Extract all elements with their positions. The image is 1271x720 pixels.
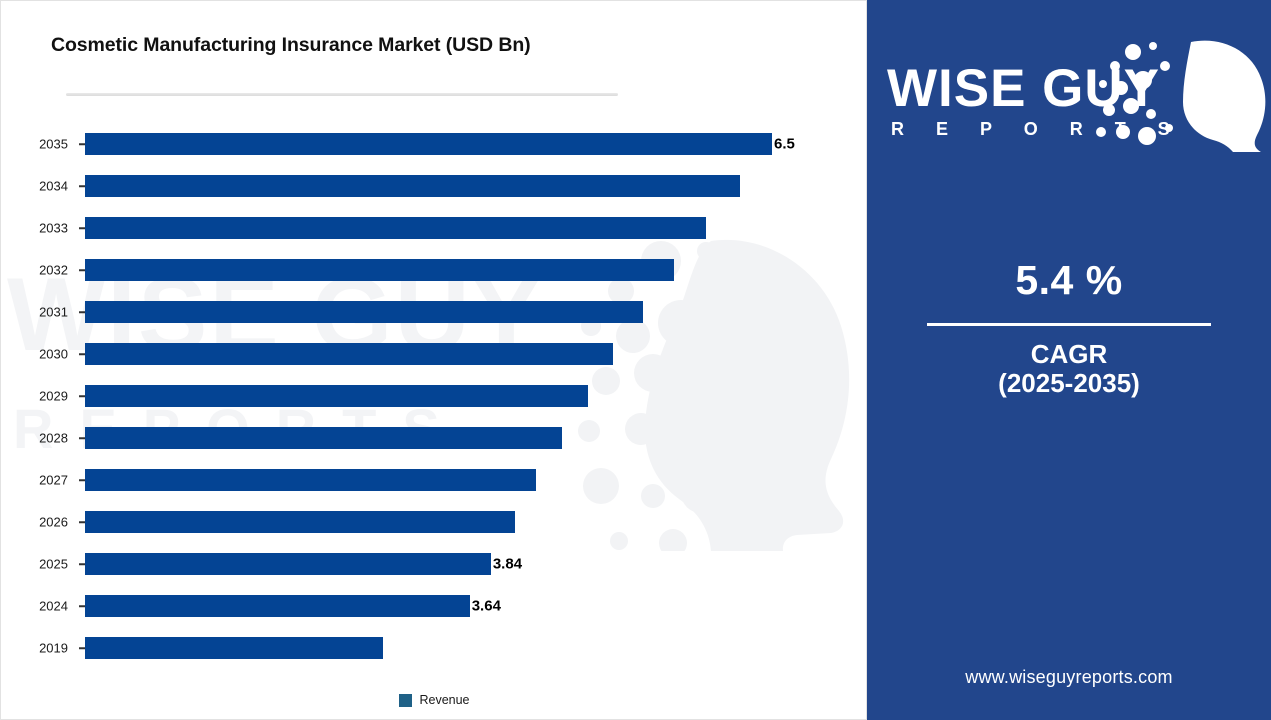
y-axis-tick-mark [79,353,85,355]
logo-wordmark: WISE GUY [887,59,1161,118]
bar-2027[interactable] [85,469,537,491]
y-axis-tick-mark [79,563,85,565]
bar-2028[interactable] [85,427,562,449]
y-axis-tick-mark [79,395,85,397]
y-axis-tick-label: 2024 [39,598,68,614]
y-axis-tick-label: 2027 [39,472,68,488]
y-axis-tick-label: 2029 [39,388,68,404]
bar-2030[interactable] [85,343,614,365]
bar-2033[interactable] [85,217,707,239]
cagr-divider [927,323,1211,327]
bar-row: 2032 [1,249,866,291]
bar-value-label: 6.5 [774,135,795,153]
brand-logo: WISE GUY R E P O R T S [867,36,1271,152]
y-axis-tick-mark [79,185,85,187]
chart-legend: Revenue [1,693,866,707]
bar-row: 2026 [1,501,866,543]
y-axis-tick-mark [79,605,85,607]
bar-row: 2031 [1,291,866,333]
legend-swatch-revenue [399,693,413,707]
y-axis-tick-mark [79,437,85,439]
bar-2034[interactable] [85,175,741,197]
logo-head-icon [1096,40,1266,152]
y-axis-tick-label: 2028 [39,430,68,446]
y-axis-tick-label: 2034 [39,178,68,194]
y-axis-tick-label: 2035 [39,136,68,152]
bar-row: 2033 [1,207,866,249]
bar-row: 2034 [1,165,866,207]
y-axis-tick-mark [79,521,85,523]
bar-row: 2029 [1,375,866,417]
bar-row: 2025 3.84 [1,543,866,585]
bar-row: 2035 6.5 [1,123,866,165]
bar-2029[interactable] [85,385,589,407]
bar-row: 2027 [1,459,866,501]
y-axis-tick-label: 2033 [39,220,68,236]
y-axis-tick-mark [79,647,85,649]
chart-title: Cosmetic Manufacturing Insurance Market … [51,34,531,56]
brand-side-panel: WISE GUY R E P O R T S 5.4 % CAGR (202 [867,0,1271,720]
bar-2019[interactable] [85,637,384,659]
cagr-label-line1: CAGR [1030,339,1108,370]
cagr-block: 5.4 % CAGR (2025-2035) [867,257,1271,399]
y-axis-tick-label: 2032 [39,262,68,278]
plot-area: 2035 6.5 2034 2033 2032 2031 2030 2029 2028 2027 2… [1,109,866,669]
title-divider [66,93,618,96]
bar-value-label: 3.84 [492,555,523,573]
bar-2032[interactable] [85,259,674,281]
legend-label-revenue: Revenue [419,693,470,707]
bar-row: 2028 [1,417,866,459]
website-url: www.wiseguyreports.com [965,667,1173,687]
bar-value-label: 3.64 [471,597,501,615]
y-axis-tick-mark [79,143,85,145]
y-axis-tick-label: 2025 [39,556,68,572]
bar-row: 2019 [1,627,866,669]
cagr-value: 5.4 % [1015,257,1123,303]
y-axis-tick-mark [79,227,85,229]
y-axis-tick-mark [79,311,85,313]
cagr-label-line2: (2025-2035) [998,368,1140,399]
bar-row: 2030 [1,333,866,375]
bar-2026[interactable] [85,511,516,533]
y-axis-tick-label: 2031 [39,304,68,320]
bar-2025[interactable] [85,553,491,575]
bar-2024[interactable] [85,595,470,617]
y-axis-tick-label: 2030 [39,346,68,362]
bar-2035[interactable] [85,133,772,155]
y-axis-tick-mark [79,269,85,271]
y-axis-tick-label: 2019 [39,640,68,656]
bar-row: 2024 3.64 [1,585,866,627]
y-axis-tick-label: 2026 [39,514,68,530]
y-axis-tick-mark [79,479,85,481]
bar-2031[interactable] [85,301,644,323]
